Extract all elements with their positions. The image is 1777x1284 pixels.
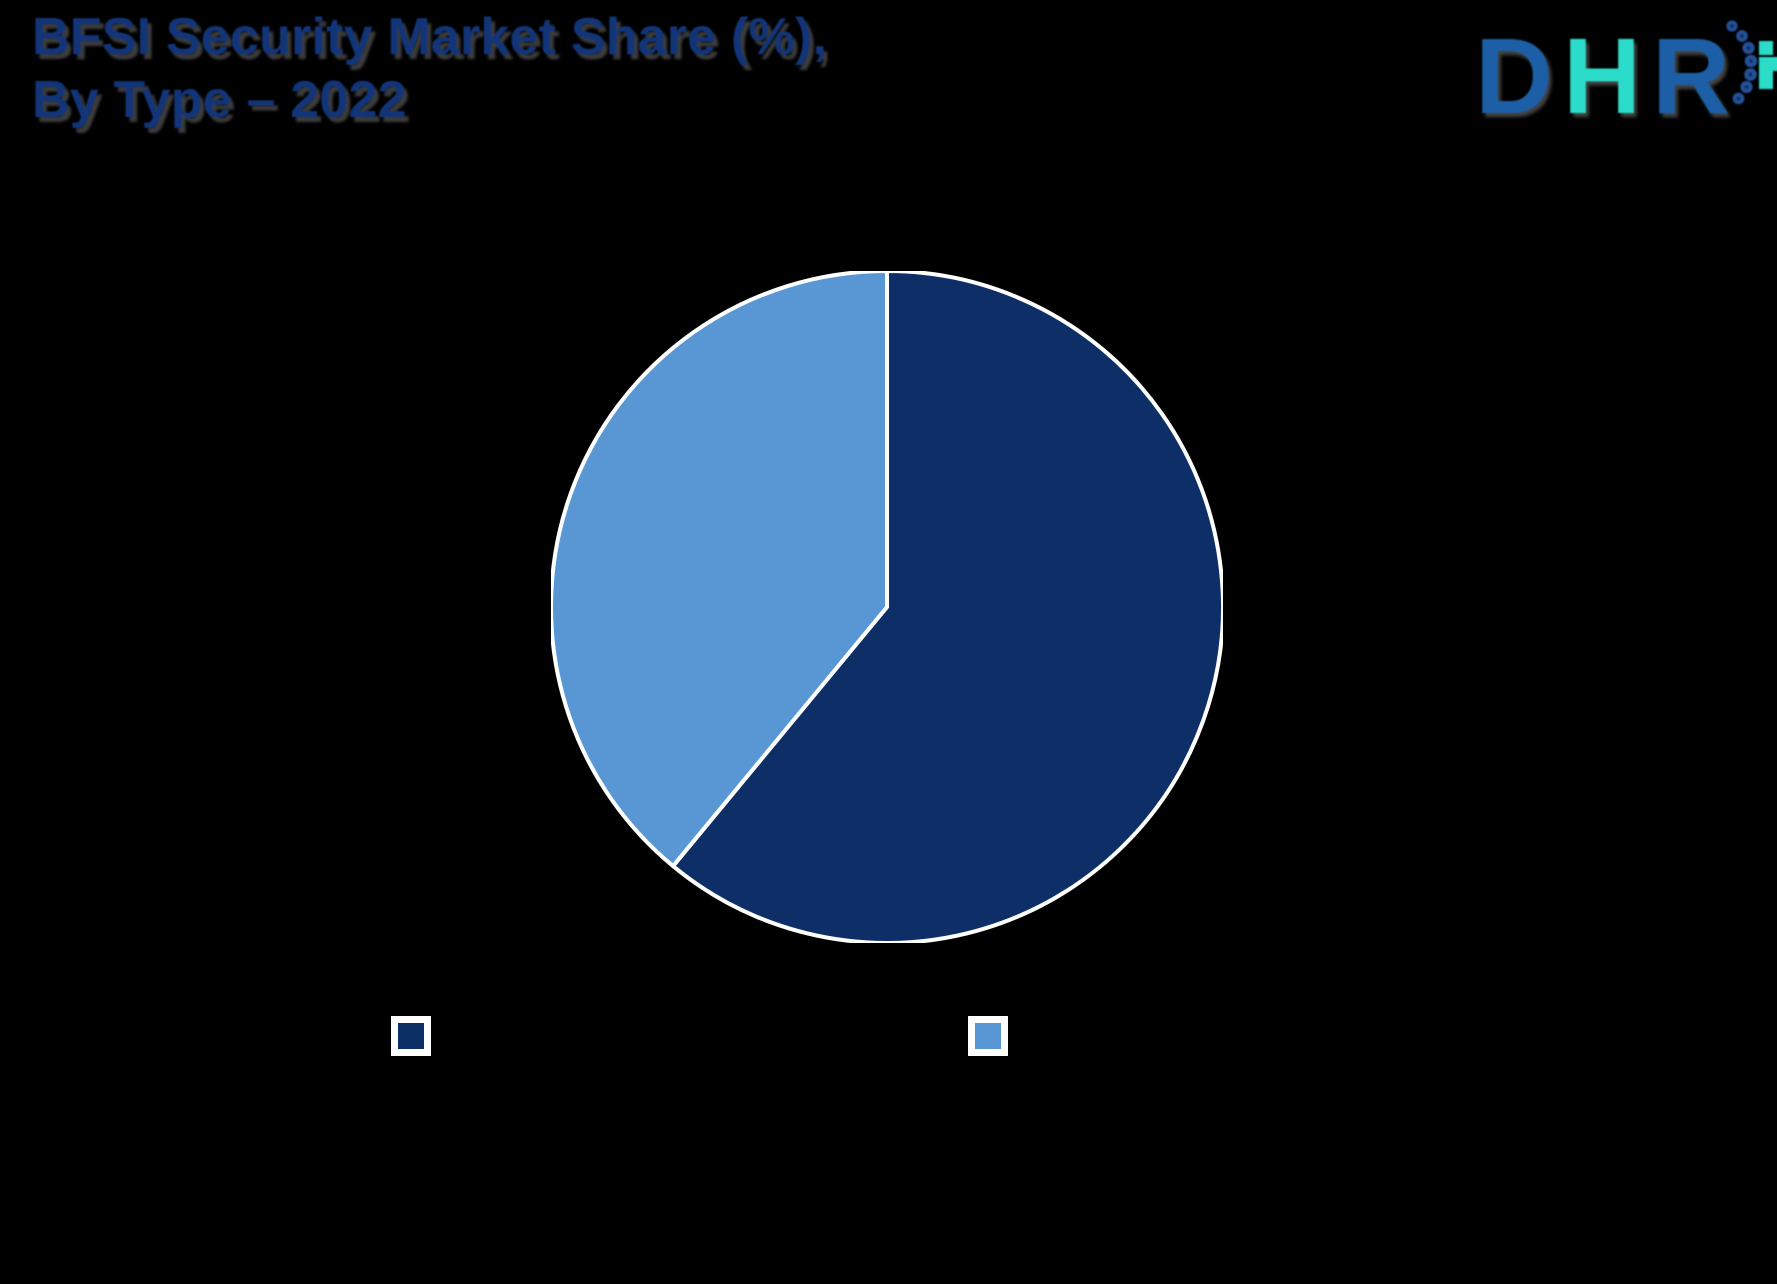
svg-text:H: H [1563, 15, 1637, 136]
svg-text:D: D [1479, 15, 1549, 136]
svg-text:R: R [1652, 15, 1728, 136]
